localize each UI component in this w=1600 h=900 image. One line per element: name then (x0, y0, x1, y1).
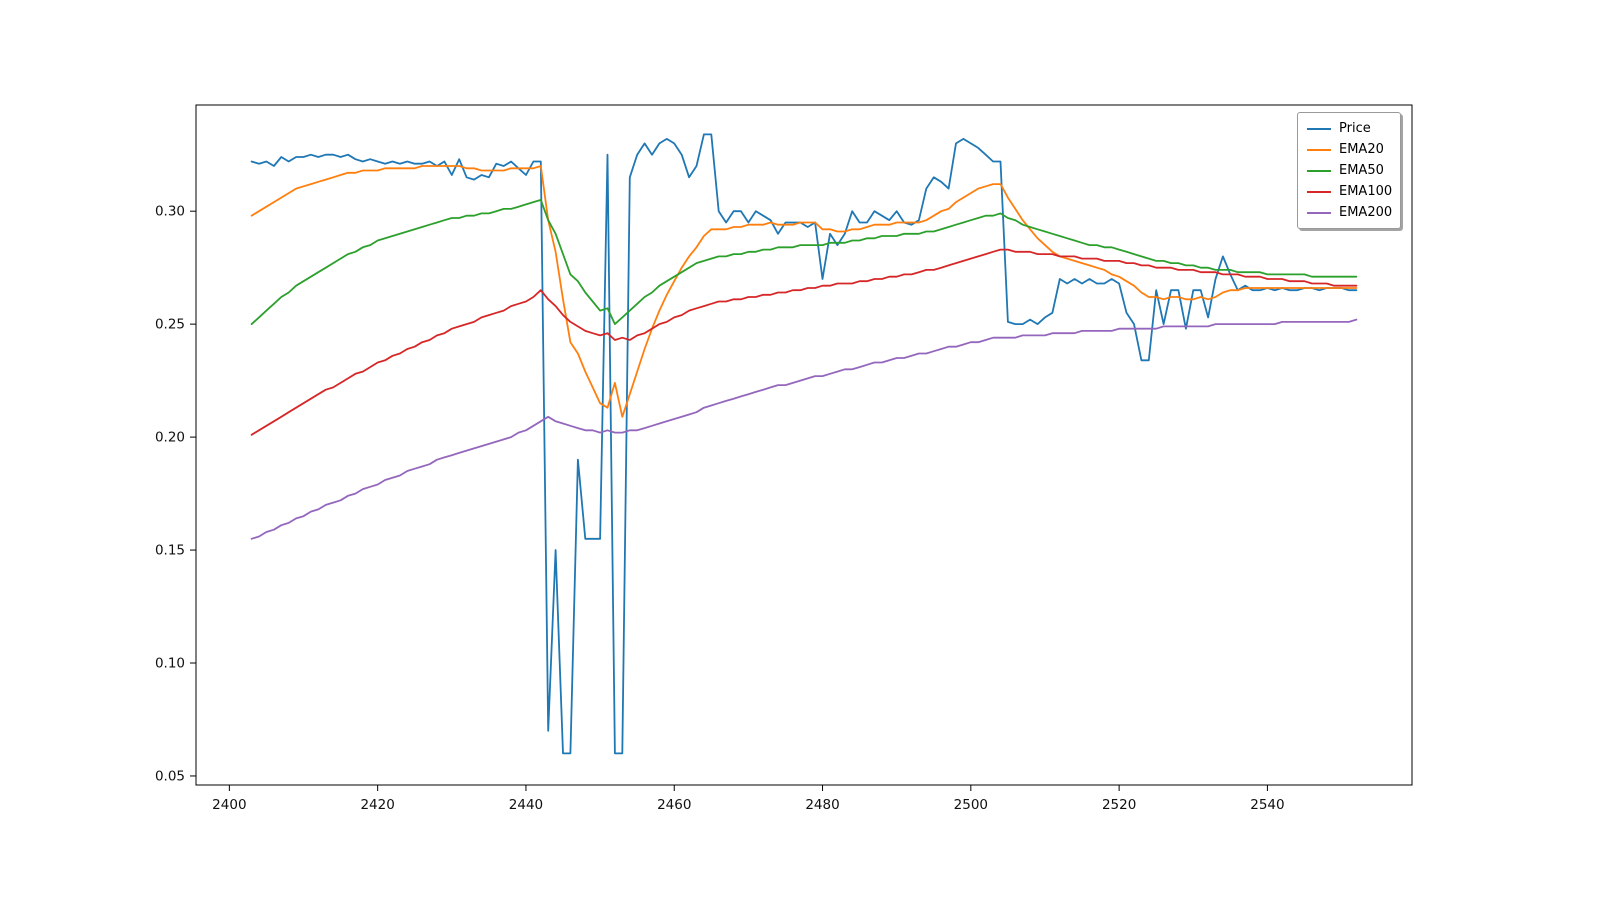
axes-frame (195, 104, 1413, 786)
x-tick-label: 2460 (657, 797, 691, 813)
y-tick-label: 0.20 (155, 430, 185, 446)
x-tick-label: 2500 (954, 797, 988, 813)
x-tick-label: 2520 (1102, 797, 1136, 813)
legend-label-ema200: EMA200 (1339, 205, 1393, 220)
legend-entry-price: Price (1307, 119, 1392, 138)
series-line-ema50 (250, 199, 1358, 325)
x-tick-label: 2440 (509, 797, 543, 813)
y-tick-label: 0.25 (155, 317, 185, 333)
legend-line-sample-ema20 (1307, 148, 1331, 151)
series-line-ema100 (250, 248, 1358, 436)
legend-label-ema50: EMA50 (1339, 163, 1384, 178)
legend-label-price: Price (1339, 121, 1371, 136)
series-line-ema20 (250, 165, 1358, 418)
legend-entry-ema50: EMA50 (1307, 161, 1392, 180)
series-line-price (250, 133, 1358, 755)
y-tick-label: 0.10 (155, 656, 185, 672)
legend-box: Price EMA20 EMA50 EMA100 EMA200 (1297, 112, 1401, 229)
x-tick-label: 2420 (360, 797, 394, 813)
legend-line-sample-price (1307, 127, 1331, 130)
y-tick-label: 0.15 (155, 543, 185, 559)
series-line-ema200 (250, 318, 1358, 540)
x-tick-label: 2400 (212, 797, 246, 813)
legend-entry-ema20: EMA20 (1307, 140, 1392, 159)
legend-label-ema100: EMA100 (1339, 184, 1393, 199)
x-tick-label: 2540 (1250, 797, 1284, 813)
y-tick-label: 0.30 (155, 204, 185, 220)
legend-entry-ema200: EMA200 (1307, 203, 1392, 222)
x-tick-label: 2480 (805, 797, 839, 813)
y-tick-label: 0.05 (155, 768, 185, 784)
legend-label-ema20: EMA20 (1339, 142, 1384, 157)
legend-line-sample-ema100 (1307, 190, 1331, 193)
legend-line-sample-ema200 (1307, 211, 1331, 214)
legend-entry-ema100: EMA100 (1307, 182, 1392, 201)
legend-line-sample-ema50 (1307, 169, 1331, 172)
